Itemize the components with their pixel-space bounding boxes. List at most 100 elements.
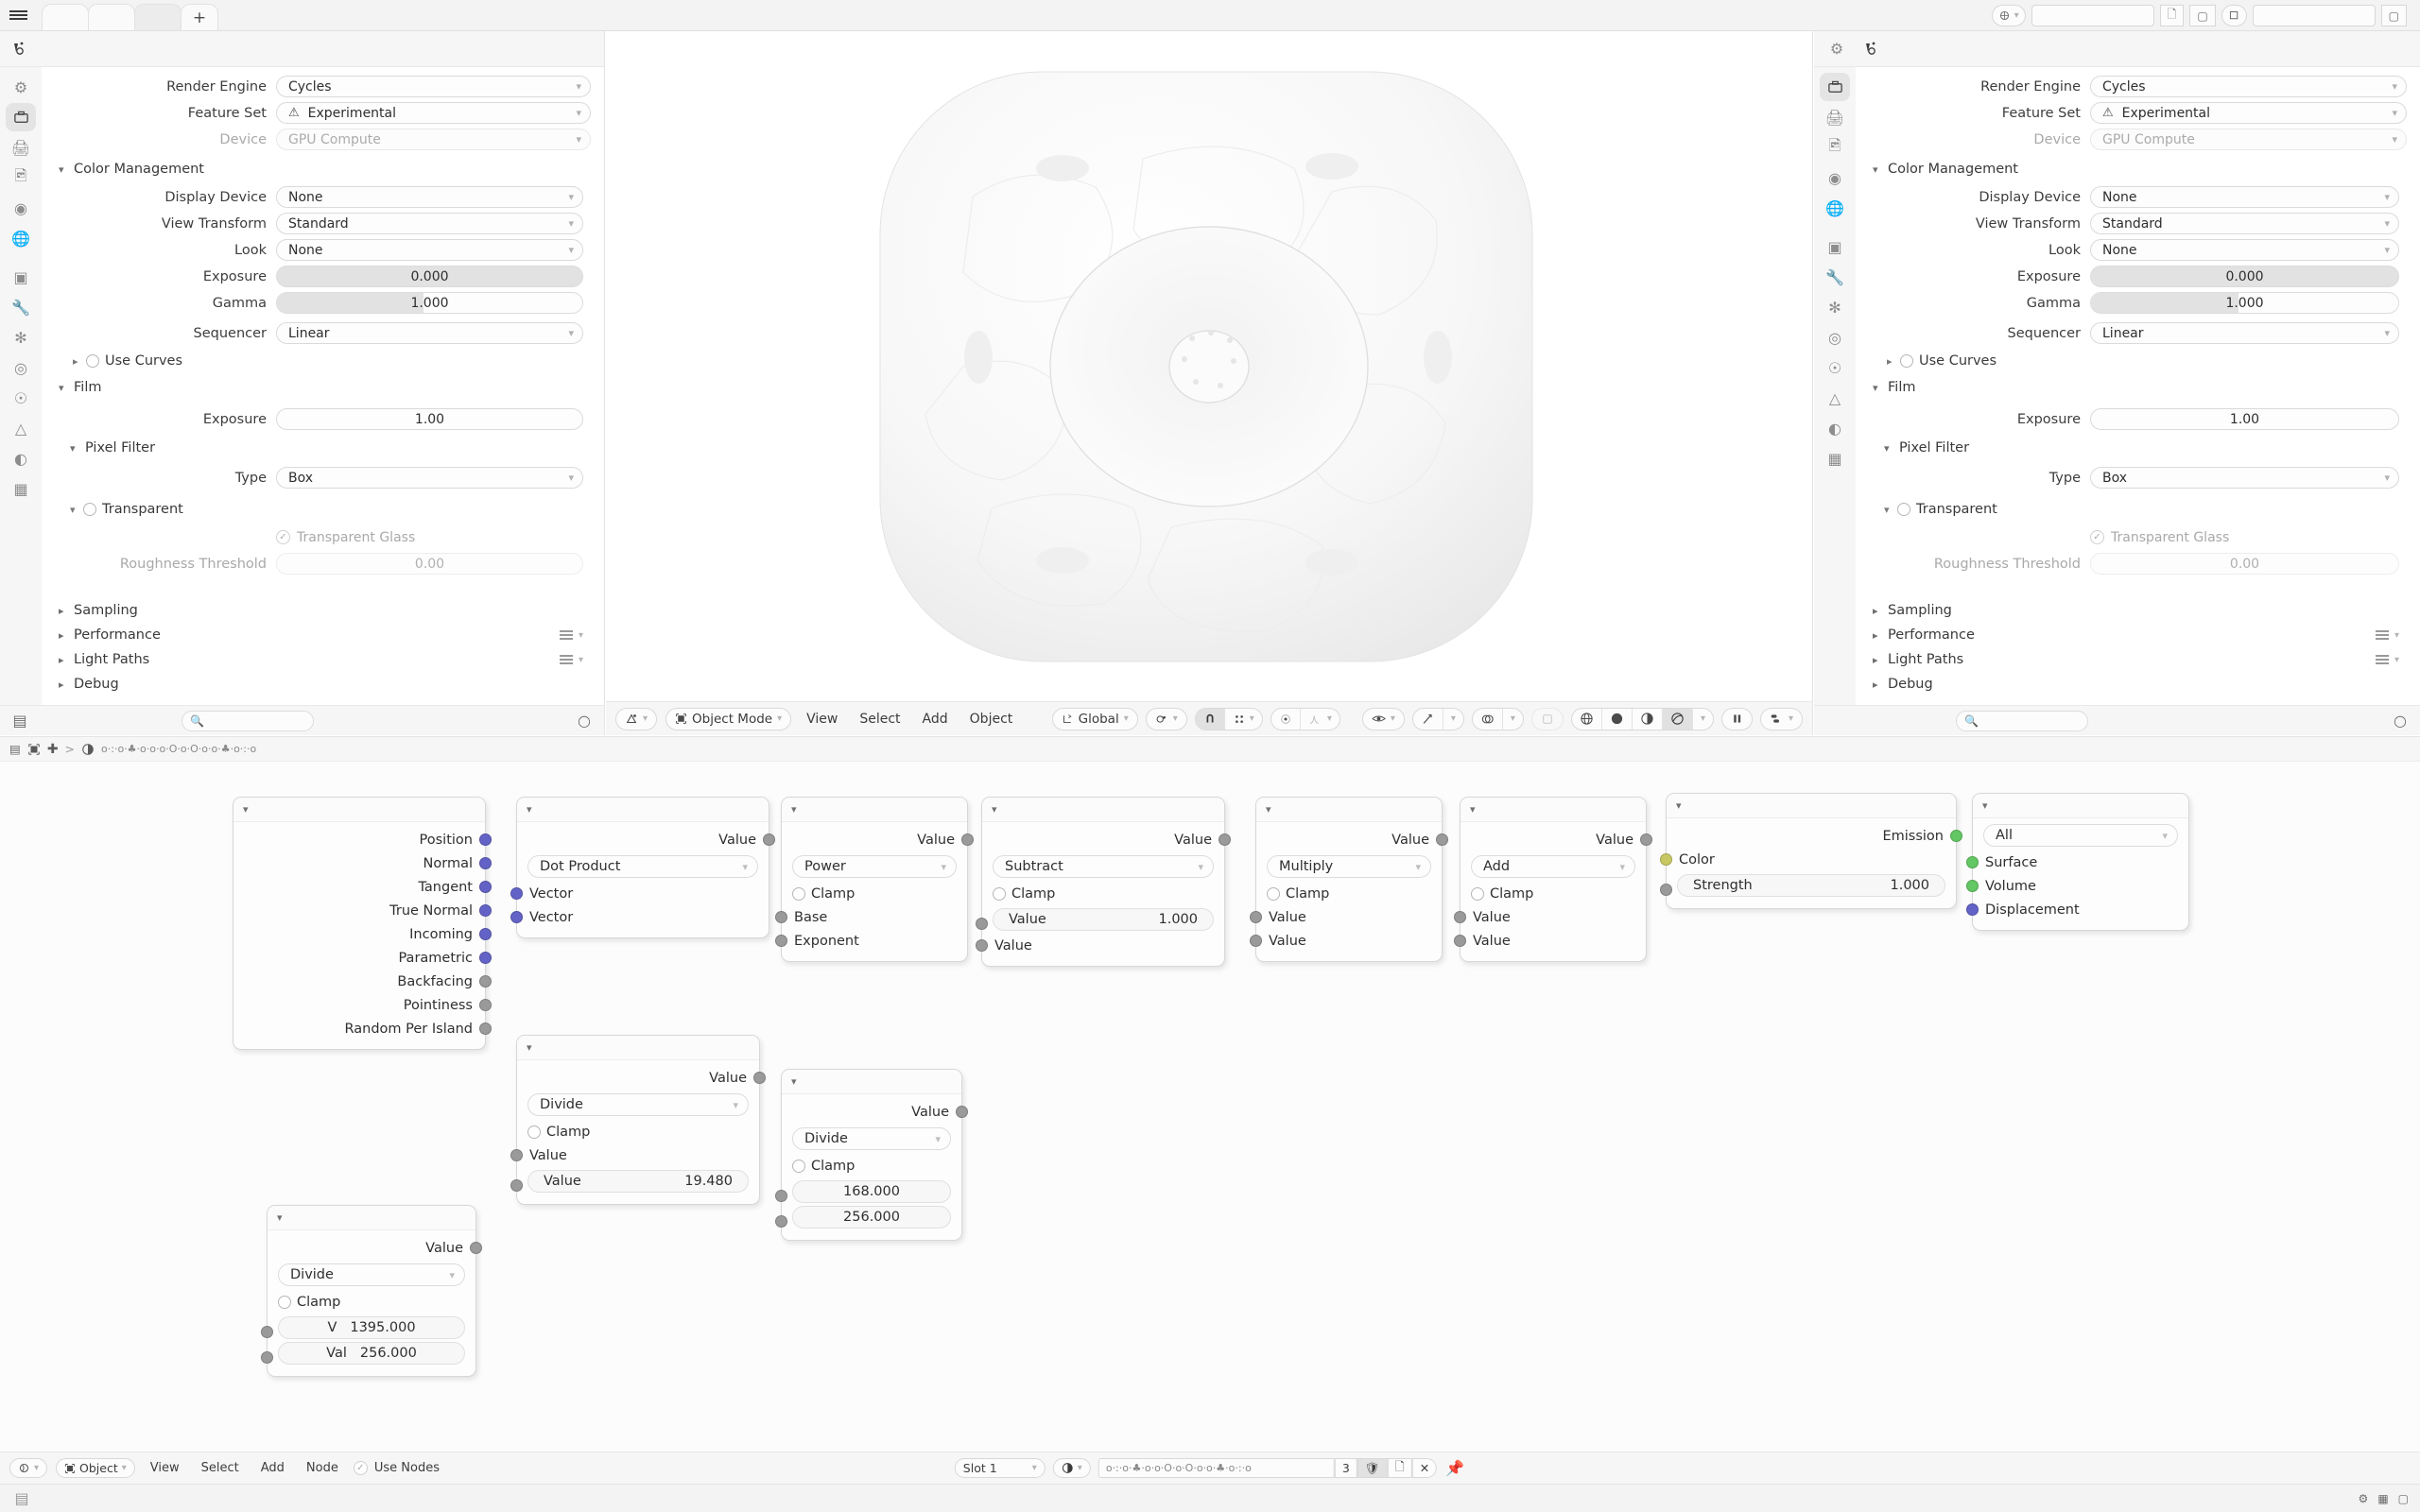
socket-row-value-out[interactable]: Value: [517, 828, 775, 851]
operation-dropdown[interactable]: Divide ▾: [278, 1263, 465, 1286]
chevron-down-icon[interactable]: ▾: [2394, 629, 2399, 641]
chevron-down-icon[interactable]: ▾: [527, 1041, 532, 1054]
input-socket[interactable]: [510, 887, 523, 900]
chevron-down-icon[interactable]: ▾: [277, 1211, 283, 1224]
copy-scene-button[interactable]: 🗋: [2159, 5, 2185, 26]
socket-row-emission-out[interactable]: Emission: [1667, 824, 1962, 848]
socket-row-base[interactable]: Base: [775, 905, 967, 929]
falloff-curve-icon[interactable]: ▾: [1301, 709, 1340, 730]
chevron-down-icon[interactable]: ▾: [791, 1075, 797, 1088]
film-exposure-slider[interactable]: 1.00: [276, 408, 583, 430]
node-math-divide-3[interactable]: ▾ Value Divide ▾ Clamp V 1395.000 Val 25: [261, 1205, 482, 1377]
input-socket[interactable]: [1966, 856, 1979, 868]
node-header[interactable]: ▾: [1256, 798, 1442, 822]
strength-field[interactable]: Strength 1.000: [1677, 874, 1945, 897]
look-dropdown-r[interactable]: None ▾: [2090, 239, 2399, 261]
transparent-checkbox-r[interactable]: [1897, 503, 1910, 516]
input-socket[interactable]: [775, 1215, 787, 1228]
use-nodes-check[interactable]: ✓ Use Nodes: [353, 1461, 440, 1475]
sequencer-dropdown-r[interactable]: Linear ▾: [2090, 322, 2399, 344]
operation-dropdown[interactable]: Add ▾: [1471, 855, 1635, 878]
properties-tab-object-icon-r[interactable]: ▣: [1827, 237, 1842, 256]
properties-tab-output-icon-r[interactable]: 🖨: [1824, 108, 1845, 127]
properties-tab-modifiers-icon[interactable]: 🔧: [11, 298, 30, 317]
render-engine-dropdown-r[interactable]: Cycles ▾: [2090, 76, 2407, 97]
input-socket[interactable]: [1250, 911, 1262, 923]
properties-tab-data-icon-r[interactable]: △: [1828, 388, 1841, 407]
xray-toggle[interactable]: [1530, 707, 1564, 730]
scene-name-field[interactable]: [2031, 5, 2154, 26]
chevron-down-icon[interactable]: ▾: [1676, 799, 1682, 812]
input-socket[interactable]: [1454, 911, 1466, 923]
chevron-down-icon[interactable]: ▾: [527, 803, 532, 816]
viewport-menu-object[interactable]: Object: [969, 711, 1013, 727]
gizmo-icon[interactable]: [1413, 708, 1443, 730]
input-socket[interactable]: [261, 1326, 273, 1338]
transparent-row[interactable]: ▾ Transparent: [42, 497, 604, 522]
material-users-count[interactable]: 3: [1334, 1458, 1357, 1478]
clamp-checkbox-row[interactable]: Clamp: [1461, 882, 1646, 905]
proportional-edit-icon[interactable]: [1271, 708, 1301, 730]
input-socket[interactable]: [1966, 903, 1979, 916]
output-socket[interactable]: [479, 833, 492, 846]
properties-tab-physics-icon-r[interactable]: ◎: [1828, 328, 1841, 347]
value-field-1[interactable]: 168.000: [792, 1180, 951, 1203]
node-material-output[interactable]: ▾ All ▾ Surface Volume Displacement: [1966, 793, 2189, 931]
display-device-dropdown[interactable]: None ▾: [276, 186, 583, 208]
output-socket[interactable]: [1640, 833, 1652, 846]
section-light-paths[interactable]: ▸ Light Paths ▾: [42, 647, 604, 672]
view-transform-dropdown-r[interactable]: Standard ▾: [2090, 213, 2399, 234]
input-socket[interactable]: [261, 1351, 273, 1364]
input-socket[interactable]: [1660, 884, 1672, 896]
chevron-down-icon[interactable]: ▾: [578, 629, 583, 641]
node-header[interactable]: ▾: [1973, 794, 2188, 818]
socket-row-value-2[interactable]: Value: [1454, 929, 1646, 953]
node-header[interactable]: ▾: [1667, 794, 1956, 818]
value-field-2[interactable]: 256.000: [792, 1206, 951, 1228]
socket-row-pointiness[interactable]: Pointiness: [233, 993, 492, 1017]
editor-type-selector-node[interactable]: ▾: [9, 1458, 48, 1478]
pixel-filter-type-dropdown[interactable]: Box ▾: [276, 467, 583, 489]
cm-exposure-slider[interactable]: 0.000: [276, 266, 583, 287]
socket-row-value-1[interactable]: Value: [1454, 905, 1646, 929]
properties-tab-render-icon[interactable]: [6, 103, 36, 131]
shading-wireframe-icon[interactable]: [1572, 708, 1602, 730]
output-socket[interactable]: [479, 881, 492, 893]
socket-row-value-2[interactable]: Value: [1250, 929, 1442, 953]
node-header[interactable]: ▾: [517, 1036, 759, 1060]
new-view-layer-button[interactable]: ▢: [2380, 5, 2407, 26]
output-socket[interactable]: [479, 904, 492, 917]
section-performance-r[interactable]: ▸ Performance ▾: [1856, 623, 2420, 647]
chevron-down-icon[interactable]: ▾: [992, 803, 997, 816]
workspace-tab-1[interactable]: [42, 4, 89, 30]
operation-dropdown[interactable]: Dot Product ▾: [527, 855, 758, 878]
socket-row-normal[interactable]: Normal: [233, 851, 492, 875]
scene-selector[interactable]: ▾: [1991, 5, 2026, 26]
properties-filter-icon-right[interactable]: ○: [2394, 712, 2407, 730]
look-dropdown[interactable]: None ▾: [276, 239, 583, 261]
properties-tab-world-icon-r[interactable]: 🌐: [1825, 198, 1844, 217]
clamp-checkbox[interactable]: [527, 1125, 541, 1139]
search-input-right[interactable]: 🔍: [1956, 710, 2088, 731]
output-socket[interactable]: [479, 975, 492, 988]
socket-row-value-1[interactable]: Value: [1250, 905, 1442, 929]
output-socket[interactable]: [763, 833, 775, 846]
properties-tab-texture-icon-r[interactable]: ▦: [1827, 449, 1842, 468]
view-layer-name-field[interactable]: [2252, 5, 2376, 26]
properties-filter-icon[interactable]: ○: [578, 712, 591, 730]
clamp-checkbox-row[interactable]: Clamp: [782, 882, 967, 905]
socket-row-parametric[interactable]: Parametric: [233, 946, 492, 970]
section-color-management-r[interactable]: ▾ Color Management: [1856, 157, 2420, 181]
socket-row-tangent[interactable]: Tangent: [233, 875, 492, 899]
gizmo-options-chevron[interactable]: ▾: [1450, 713, 1456, 724]
section-performance[interactable]: ▸ Performance ▾: [42, 623, 604, 647]
socket-row-value-out[interactable]: Value: [268, 1236, 482, 1260]
value-field[interactable]: Value 1.000: [993, 908, 1214, 931]
clamp-checkbox[interactable]: [792, 1159, 805, 1173]
properties-tab-scene-icon[interactable]: ◉: [14, 198, 27, 217]
chevron-down-icon[interactable]: ▾: [1470, 803, 1476, 816]
output-socket[interactable]: [479, 928, 492, 940]
input-socket[interactable]: [1966, 880, 1979, 892]
material-slot-selector[interactable]: Slot 1 ▾: [954, 1458, 1046, 1478]
use-curves-row[interactable]: ▸ Use Curves: [42, 349, 604, 373]
